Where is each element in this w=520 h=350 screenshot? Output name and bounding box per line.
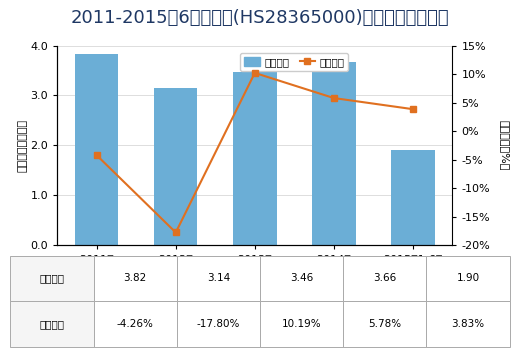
Bar	[154, 89, 198, 245]
Bar	[391, 150, 435, 245]
Text: 2011-2015年6月碳酸钙(HS28365000)进口量及增速统计: 2011-2015年6月碳酸钙(HS28365000)进口量及增速统计	[71, 9, 449, 27]
Y-axis label: 同比增长（%）: 同比增长（%）	[500, 120, 510, 170]
Legend: 进口数量, 同比增长: 进口数量, 同比增长	[240, 53, 348, 71]
Y-axis label: 进口数量（万吨）: 进口数量（万吨）	[18, 119, 28, 172]
Bar	[312, 62, 356, 245]
Bar	[75, 55, 119, 245]
Bar	[233, 72, 277, 245]
